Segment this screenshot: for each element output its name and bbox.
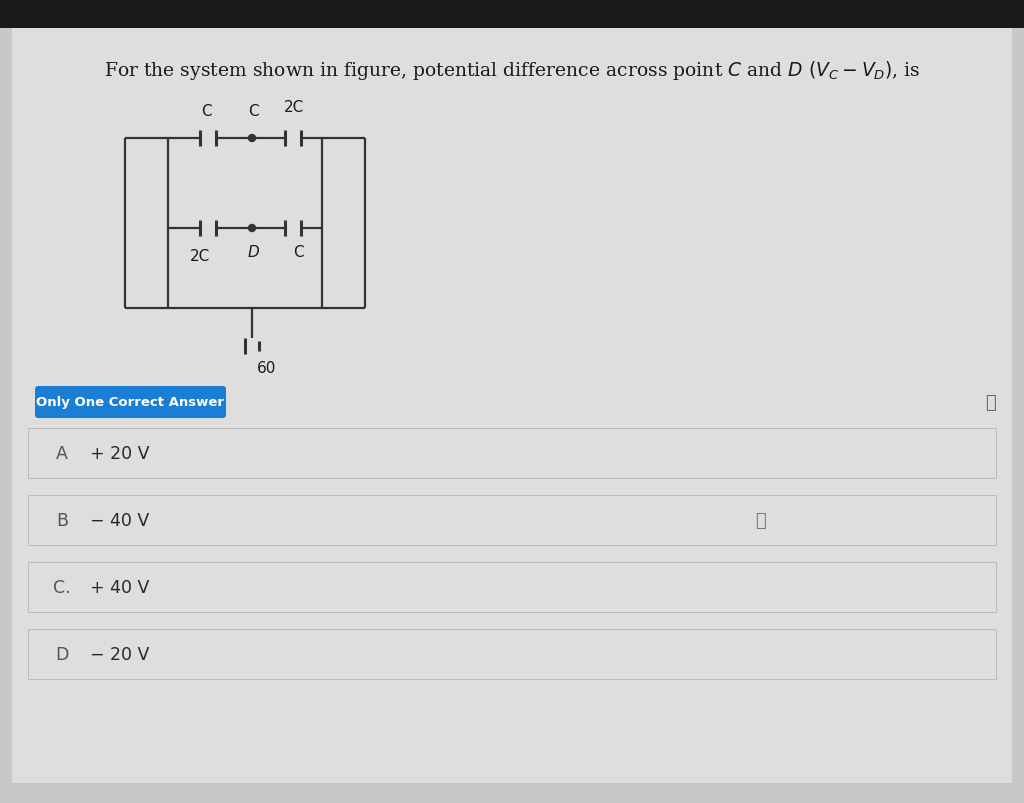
Text: 2C: 2C [189,249,210,263]
Text: 🖱: 🖱 [755,512,765,529]
Circle shape [249,225,256,232]
Circle shape [249,136,256,142]
Text: − 40 V: − 40 V [90,512,150,529]
Text: A: A [56,444,68,463]
Text: ⓘ: ⓘ [985,393,995,411]
Text: D: D [247,245,259,259]
Text: C: C [293,245,303,259]
Text: C.: C. [53,578,71,597]
Text: C: C [248,104,258,119]
Text: − 20 V: − 20 V [90,645,150,663]
Text: + 40 V: + 40 V [90,578,150,597]
Text: Only One Correct Answer: Only One Correct Answer [37,396,224,409]
Text: + 20 V: + 20 V [90,444,150,463]
Bar [0,0,1024,29]
Bar [28,495,996,545]
FancyBboxPatch shape [35,386,226,418]
Bar [28,630,996,679]
Text: 60: 60 [257,361,276,376]
Text: C: C [201,104,211,119]
Bar [28,562,996,612]
Text: 2C: 2C [284,100,304,115]
Text: D: D [55,645,69,663]
Text: B: B [56,512,68,529]
Bar [28,429,996,479]
Text: For the system shown in figure, potential difference across point $C$ and $D$ $(: For the system shown in figure, potentia… [103,59,921,82]
